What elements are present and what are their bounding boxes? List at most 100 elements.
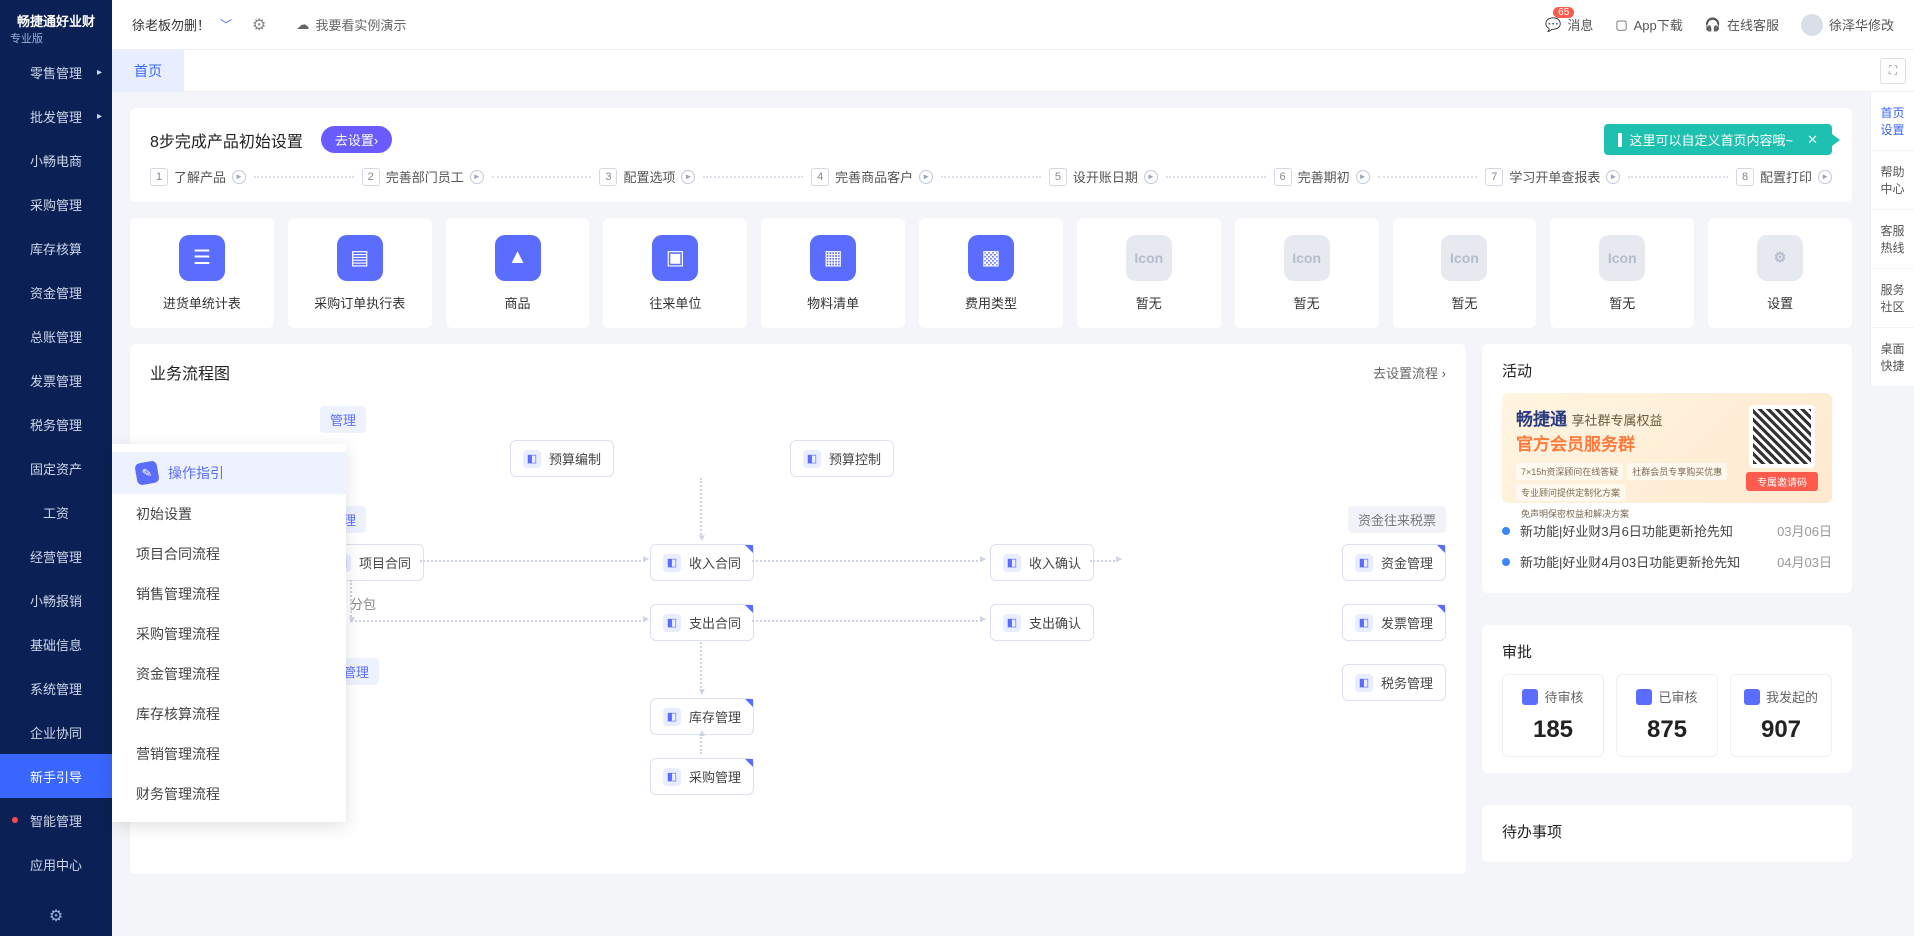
messages-button[interactable]: 💬 消息 65 <box>1545 15 1593 34</box>
tile-label: 进货单统计表 <box>163 293 241 312</box>
dock-item-3[interactable]: 服务社区 <box>1871 269 1914 328</box>
tile-label: 采购订单执行表 <box>314 293 405 312</box>
popup-item-0[interactable]: ✎操作指引 <box>112 452 346 494</box>
popup-item-4[interactable]: 采购管理流程 <box>112 614 346 654</box>
go-setup-button[interactable]: 去设置› <box>321 126 392 153</box>
clipboard-icon <box>1522 689 1538 705</box>
node-purchase[interactable]: ◧采购管理 <box>650 758 754 795</box>
setup-step-8[interactable]: 8配置打印► <box>1736 167 1832 186</box>
topbar: 徐老板勿删！ ﹀ ⚙ ☁ 我要看实例演示 💬 消息 65 ▢ App下载 🎧 在… <box>112 0 1914 50</box>
sidebar-item-1[interactable]: 批发管理 <box>0 94 112 138</box>
popup-item-2[interactable]: 项目合同流程 <box>112 534 346 574</box>
activity-banner[interactable]: 畅捷通 享社群专属权益 官方会员服务群 7×15h资深顾问在线答疑社群会员专享购… <box>1502 393 1832 503</box>
popup-item-5[interactable]: 资金管理流程 <box>112 654 346 694</box>
tile-4[interactable]: ▦物料清单 <box>761 218 905 328</box>
play-icon: ► <box>232 170 246 184</box>
sidebar-item-18[interactable]: 应用中心 <box>0 842 112 886</box>
sidebar-item-14[interactable]: 系统管理 <box>0 666 112 710</box>
setup-step-7[interactable]: 7学习开单查报表► <box>1485 167 1620 186</box>
node-invoice[interactable]: ◧发票管理 <box>1342 604 1446 641</box>
popup-item-8[interactable]: 财务管理流程 <box>112 774 346 814</box>
sidebar-item-8[interactable]: 税务管理 <box>0 402 112 446</box>
sidebar-item-13[interactable]: 基础信息 <box>0 622 112 666</box>
dock-item-1[interactable]: 帮助中心 <box>1871 151 1914 210</box>
news-item-1[interactable]: 新功能|好业财4月03日功能更新抢先知04月03日 <box>1502 546 1832 577</box>
tile-9[interactable]: Icon暂无 <box>1550 218 1694 328</box>
brand-edition: 专业版 <box>10 30 43 46</box>
play-icon: ► <box>919 170 933 184</box>
online-support-button[interactable]: 🎧 在线客服 <box>1705 15 1779 34</box>
node-out-contract[interactable]: ◧支出合同 <box>650 604 754 641</box>
sidebar-item-4[interactable]: 库存核算 <box>0 226 112 270</box>
news-list: 新功能|好业财3月6日功能更新抢先知03月06日新功能|好业财4月03日功能更新… <box>1502 515 1832 577</box>
play-icon: ► <box>1606 170 1620 184</box>
popup-item-1[interactable]: 初始设置 <box>112 494 346 534</box>
sidebar-item-11[interactable]: 经营管理 <box>0 534 112 578</box>
org-selector[interactable]: 徐老板勿删！ ﹀ <box>132 15 232 34</box>
tile-3[interactable]: ▣往来单位 <box>603 218 747 328</box>
tile-6[interactable]: Icon暂无 <box>1077 218 1221 328</box>
org-settings-icon[interactable]: ⚙ <box>252 15 266 35</box>
tile-label: 往来单位 <box>649 293 701 312</box>
sidebar-item-5[interactable]: 资金管理 <box>0 270 112 314</box>
tile-10[interactable]: ⚙设置 <box>1708 218 1852 328</box>
dock-item-0[interactable]: 首页设置 <box>1871 92 1914 151</box>
setup-step-5[interactable]: 5设开账日期► <box>1049 167 1158 186</box>
dock-item-4[interactable]: 桌面快捷 <box>1871 328 1914 387</box>
user-menu[interactable]: 徐泽华修改 <box>1801 14 1894 36</box>
doc-icon: ▤ <box>337 235 383 281</box>
tile-0[interactable]: ☰进货单统计表 <box>130 218 274 328</box>
node-inc-contract[interactable]: ◧收入合同 <box>650 544 754 581</box>
node-fund[interactable]: ◧资金管理 <box>1342 544 1446 581</box>
brand-name: 畅捷通好业财 <box>17 11 95 30</box>
demo-link[interactable]: ☁ 我要看实例演示 <box>296 15 406 34</box>
node-budget-ctrl[interactable]: ◧预算控制 <box>790 440 894 477</box>
play-icon: ► <box>470 170 484 184</box>
flow-settings-link[interactable]: 去设置流程 › <box>1373 363 1446 382</box>
node-inc-confirm[interactable]: ◧收入确认 <box>990 544 1094 581</box>
popup-item-6[interactable]: 库存核算流程 <box>112 694 346 734</box>
tile-8[interactable]: Icon暂无 <box>1393 218 1537 328</box>
approval-box-2[interactable]: 我发起的907 <box>1730 674 1832 757</box>
tile-1[interactable]: ▤ 采购订单执行表 <box>288 218 432 328</box>
setup-step-3[interactable]: 3配置选项► <box>599 167 695 186</box>
dock-item-2[interactable]: 客服热线 <box>1871 210 1914 269</box>
cloud-icon: ☁ <box>296 17 309 33</box>
node-out-confirm[interactable]: ◧支出确认 <box>990 604 1094 641</box>
sidebar-item-16[interactable]: 新手引导 <box>0 754 112 798</box>
activity-card: 活动 畅捷通 享社群专属权益 官方会员服务群 7×15h资深顾问在线答疑社群会员… <box>1482 344 1852 593</box>
sidebar-item-3[interactable]: 采购管理 <box>0 182 112 226</box>
popup-item-3[interactable]: 销售管理流程 <box>112 574 346 614</box>
sidebar-settings-icon[interactable]: ⚙ <box>0 896 112 936</box>
sidebar-item-12[interactable]: 小畅报销 <box>0 578 112 622</box>
app-download-button[interactable]: ▢ App下载 <box>1615 15 1682 34</box>
setup-step-4[interactable]: 4完善商品客户► <box>811 167 933 186</box>
sidebar-item-9[interactable]: 固定资产 <box>0 446 112 490</box>
popup-item-7[interactable]: 营销管理流程 <box>112 734 346 774</box>
setup-step-1[interactable]: 1了解产品► <box>150 167 246 186</box>
tip-banner: 这里可以自定义首页内容哦~ ✕ <box>1604 124 1833 155</box>
sidebar-item-6[interactable]: 总账管理 <box>0 314 112 358</box>
gear-icon: ⚙ <box>1757 235 1803 281</box>
qr-code <box>1749 405 1815 468</box>
tile-7[interactable]: Icon暂无 <box>1235 218 1379 328</box>
approval-box-0[interactable]: 待审核185 <box>1502 674 1604 757</box>
setup-step-6[interactable]: 6完善期初► <box>1274 167 1370 186</box>
fullscreen-button[interactable]: ⛶ <box>1880 58 1906 84</box>
sidebar-item-10[interactable]: 工资 <box>0 490 112 534</box>
setup-step-2[interactable]: 2完善部门员工► <box>362 167 484 186</box>
tile-5[interactable]: ▩费用类型 <box>919 218 1063 328</box>
tip-close-icon[interactable]: ✕ <box>1807 132 1818 148</box>
approval-box-1[interactable]: 已审核875 <box>1616 674 1718 757</box>
tab-0[interactable]: 首页 <box>112 50 184 92</box>
sidebar-item-17[interactable]: 智能管理 <box>0 798 112 842</box>
placeholder-icon: Icon <box>1284 235 1330 281</box>
sidebar-item-2[interactable]: 小畅电商 <box>0 138 112 182</box>
node-tax[interactable]: ◧税务管理 <box>1342 664 1446 701</box>
node-budget-edit[interactable]: ◧预算编制 <box>510 440 614 477</box>
sidebar-item-0[interactable]: 零售管理 <box>0 50 112 94</box>
banner-chip: 免声明保密权益和解决方案 <box>1516 505 1634 522</box>
tile-2[interactable]: ▲商品 <box>446 218 590 328</box>
sidebar-item-7[interactable]: 发票管理 <box>0 358 112 402</box>
sidebar-item-15[interactable]: 企业协同 <box>0 710 112 754</box>
